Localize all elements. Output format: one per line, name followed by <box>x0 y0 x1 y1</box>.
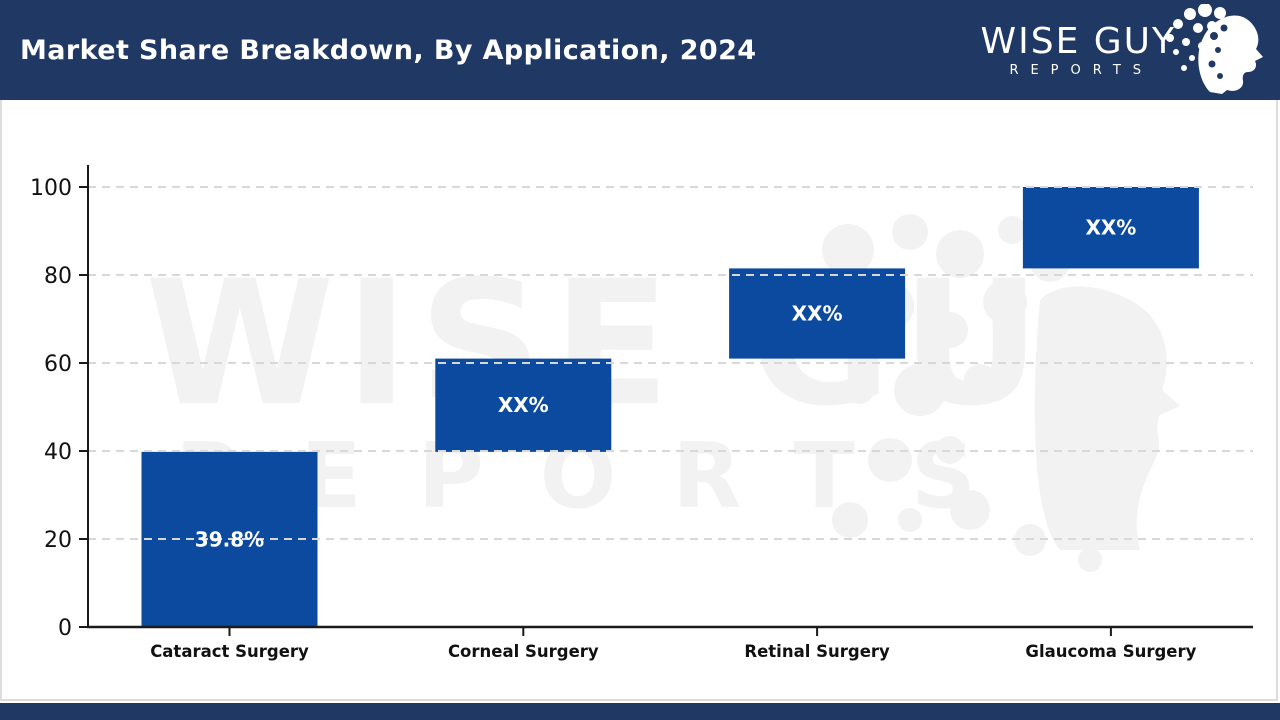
logo-text: WISE GUY REPORTS <box>980 20 1177 78</box>
footer-bar <box>0 703 1280 720</box>
watermark-face-icon <box>814 214 1180 572</box>
bar-value-label-cataract-surgery: 39.8% <box>195 527 264 551</box>
page-title: Market Share Breakdown, By Application, … <box>20 34 757 66</box>
x-category-label-glaucoma-surgery: Glaucoma Surgery <box>1025 642 1196 661</box>
bar-value-label-retinal-surgery: XX% <box>792 302 843 326</box>
y-tick-label-80: 80 <box>44 264 72 289</box>
y-tick-label-40: 40 <box>44 440 72 465</box>
y-tick-label-100: 100 <box>30 176 72 201</box>
y-tick-label-60: 60 <box>44 352 72 377</box>
x-category-label-corneal-surgery: Corneal Surgery <box>448 642 599 661</box>
logo-face-icon <box>1166 4 1263 94</box>
bar-value-label-corneal-surgery: XX% <box>498 393 549 417</box>
logo-subtitle: REPORTS <box>1009 62 1154 78</box>
x-category-label-retinal-surgery: Retinal Surgery <box>744 642 890 661</box>
bar-retinal-surgery <box>729 268 906 359</box>
header: Market Share Breakdown, By Application, … <box>0 0 1280 100</box>
bar-glaucoma-surgery <box>1022 187 1199 269</box>
logo-wordmark: WISE GUY <box>980 20 1176 62</box>
x-category-label-cataract-surgery: Cataract Surgery <box>150 642 309 661</box>
y-tick-label-0: 0 <box>58 616 72 641</box>
bar-corneal-surgery <box>435 358 612 452</box>
bar-value-label-glaucoma-surgery: XX% <box>1085 216 1136 240</box>
y-tick-label-20: 20 <box>44 528 72 553</box>
wiseguy-logo: WISE GUY REPORTS <box>981 4 1267 96</box>
